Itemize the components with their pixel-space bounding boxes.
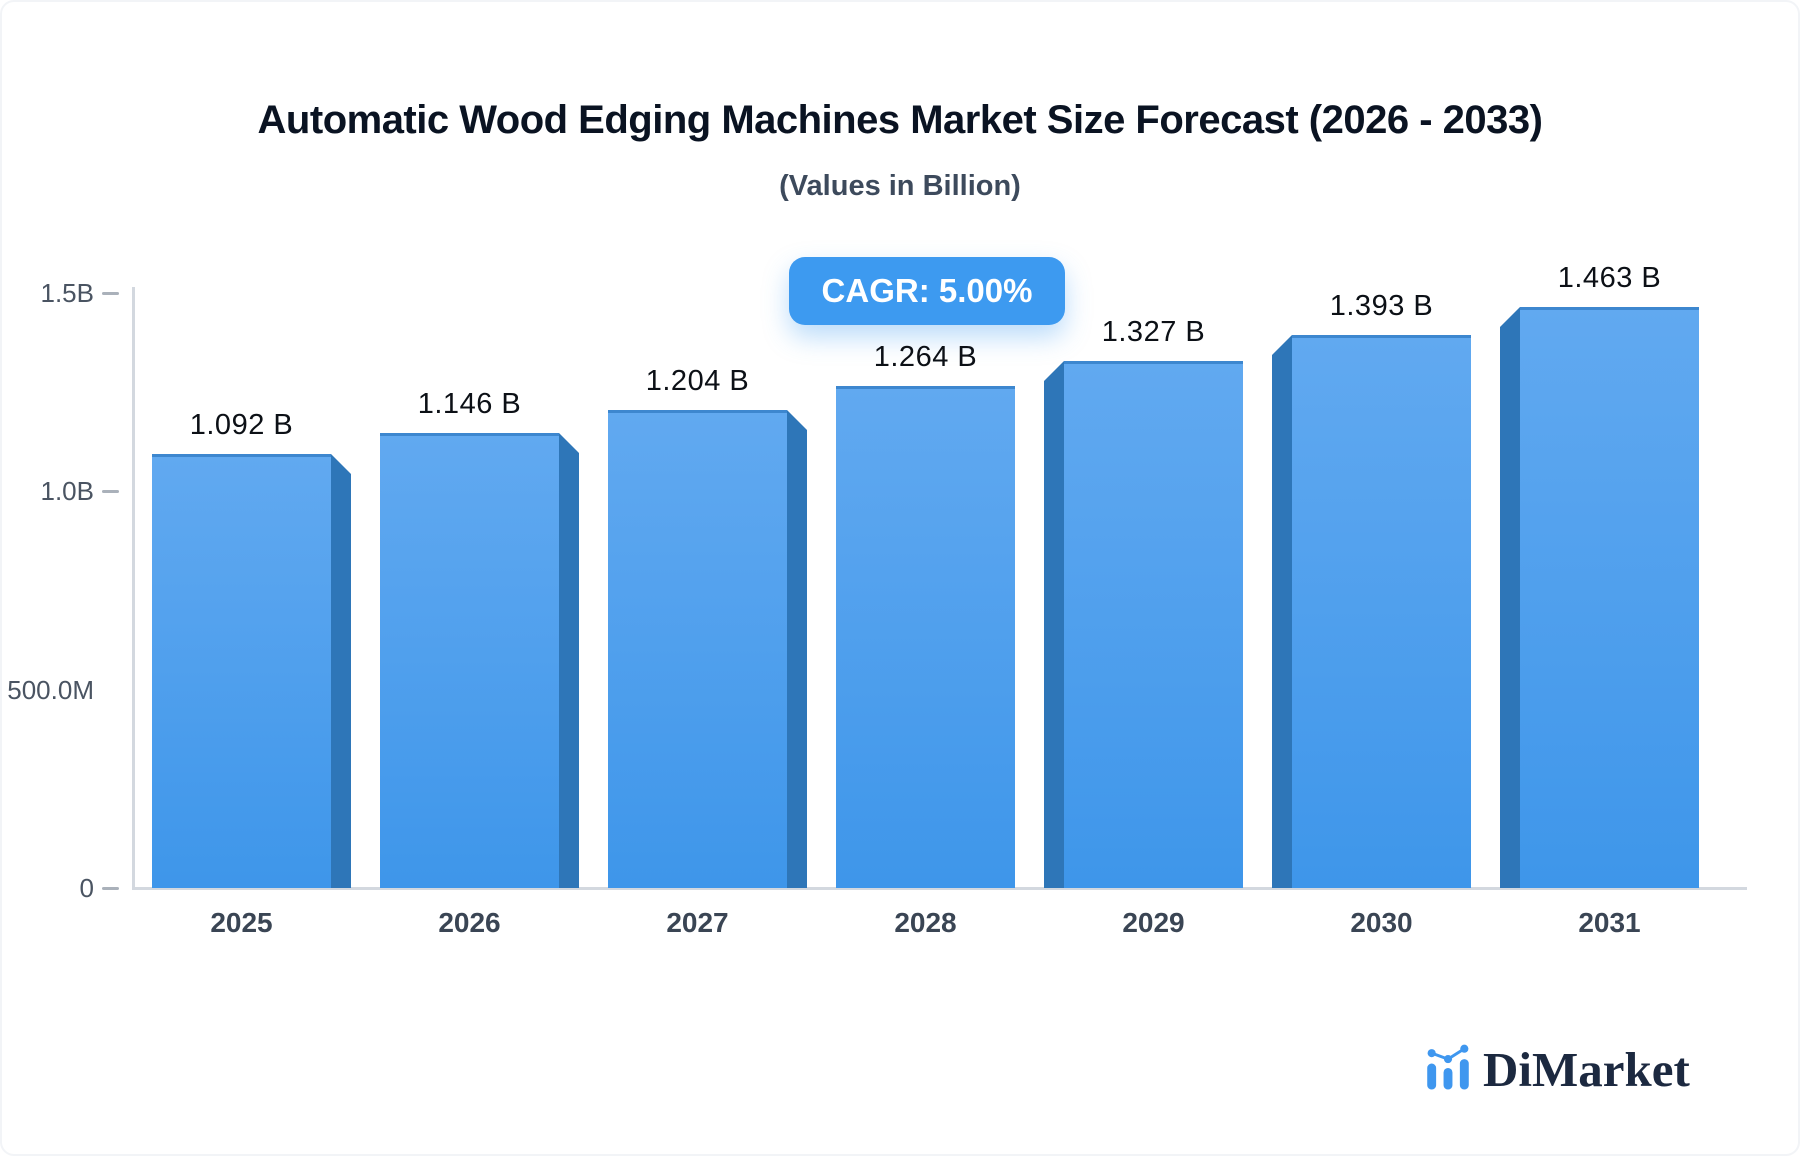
- y-tick-label: 1.5B: [40, 277, 95, 308]
- chart-title: Automatic Wood Edging Machines Market Si…: [257, 98, 1543, 142]
- chart-subtitle: (Values in Billion): [779, 170, 1021, 202]
- bar-value-label: 1.327 B: [1101, 316, 1206, 348]
- bar-side-face: [1500, 307, 1520, 888]
- bar[interactable]: [1064, 361, 1243, 888]
- bar-value-label: 1.264 B: [873, 341, 978, 373]
- y-tick-label: 1.0B: [40, 476, 95, 506]
- bar-value-label: 1.393 B: [1329, 290, 1434, 322]
- bar-side-face: [1272, 335, 1292, 888]
- bar[interactable]: [608, 410, 787, 888]
- bar-side-face: [1044, 361, 1064, 888]
- x-axis-label: 2026: [438, 907, 501, 938]
- y-tick-dash: [102, 291, 119, 295]
- x-axis-label: 2025: [210, 907, 273, 938]
- bar[interactable]: [380, 433, 559, 888]
- bar[interactable]: [152, 454, 331, 888]
- brand-logo: DiMarket: [1425, 1042, 1690, 1098]
- x-axis-label: 2029: [1122, 907, 1185, 938]
- x-axis-label: 2027: [666, 907, 729, 938]
- y-axis-line: [132, 287, 135, 890]
- y-tick-label: 500.0M: [7, 674, 94, 705]
- brand-logo-text: DiMarket: [1483, 1042, 1690, 1097]
- x-axis-label: 2030: [1350, 907, 1413, 938]
- y-tick-dash: [102, 887, 119, 890]
- bar-chart-trend-icon: [1425, 1043, 1471, 1098]
- bar-value-label: 1.092 B: [189, 409, 294, 441]
- bar-side-face: [331, 454, 351, 888]
- x-axis-line: [132, 887, 1747, 890]
- x-axis-label: 2028: [894, 907, 957, 938]
- bar[interactable]: [1292, 335, 1471, 888]
- cagr-badge: CAGR: 5.00%: [789, 257, 1065, 325]
- bar-side-face: [559, 433, 579, 888]
- bar-value-label: 1.146 B: [417, 388, 522, 420]
- bar-value-label: 1.463 B: [1557, 262, 1662, 294]
- bar[interactable]: [836, 386, 1015, 888]
- bar-value-label: 1.204 B: [645, 365, 750, 397]
- x-axis-label: 2031: [1578, 907, 1641, 938]
- bar-side-face: [787, 410, 807, 888]
- bar[interactable]: [1520, 307, 1699, 888]
- y-tick-label: 0: [79, 873, 94, 903]
- y-tick-dash: [102, 490, 119, 493]
